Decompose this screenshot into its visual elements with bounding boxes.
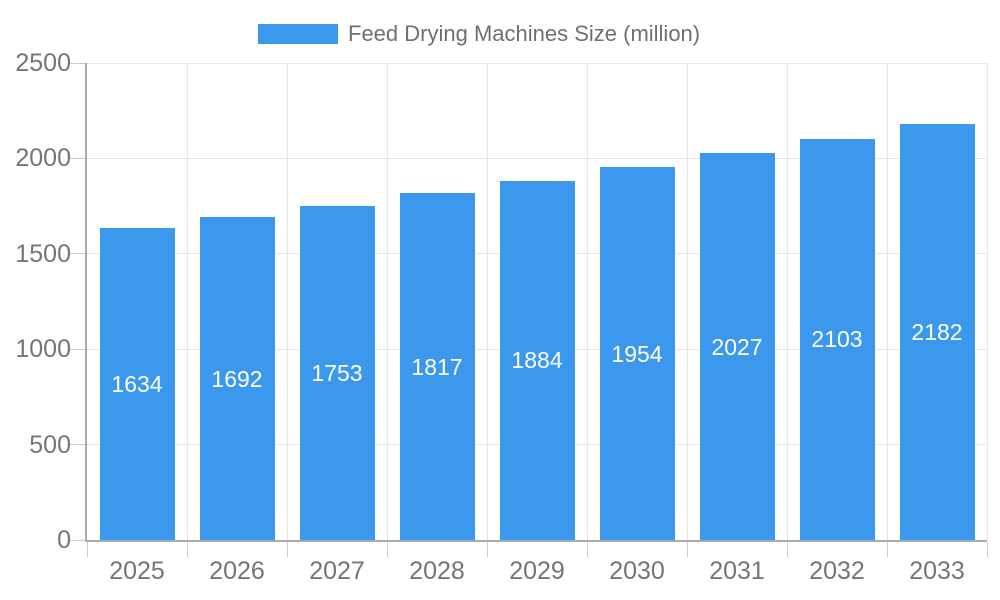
bar-value-label: 1753 — [311, 359, 363, 386]
bar-value-label: 1884 — [511, 347, 563, 374]
y-axis-label: 2500 — [15, 49, 71, 77]
bar[interactable]: 1634 — [99, 228, 175, 540]
x-axis-tick — [486, 542, 488, 557]
bar-value-label: 2103 — [811, 326, 863, 353]
x-axis-tick — [686, 542, 688, 557]
x-gridline — [686, 63, 688, 540]
x-axis-label: 2031 — [709, 557, 765, 585]
bar-value-label: 2182 — [911, 318, 963, 345]
bar-value-label: 2027 — [711, 333, 763, 360]
x-axis-tick — [386, 542, 388, 557]
y-axis-label: 500 — [29, 430, 71, 459]
bar[interactable]: 1753 — [299, 205, 375, 540]
y-axis-label: 2000 — [15, 144, 71, 173]
bar-value-label: 1692 — [211, 365, 263, 392]
x-axis-tick — [186, 542, 188, 557]
bar[interactable]: 1692 — [199, 217, 275, 540]
x-axis-tick — [786, 542, 788, 557]
x-gridline — [486, 63, 488, 540]
y-gridline — [87, 62, 987, 64]
x-axis-label: 2028 — [409, 557, 465, 585]
x-gridline — [786, 63, 788, 540]
x-gridline — [286, 63, 288, 540]
y-axis-tick — [69, 348, 85, 350]
y-axis-label: 1000 — [15, 335, 71, 364]
x-gridline — [586, 63, 588, 540]
bar[interactable]: 1817 — [399, 193, 475, 540]
y-axis-line — [85, 63, 87, 540]
x-axis-label: 2025 — [109, 557, 165, 585]
x-gridline — [986, 63, 988, 540]
y-axis-label: 0 — [57, 526, 71, 554]
plot-area: 0 500 1000 1500 2000 2500 1634 2025 1692 2026 1753… — [15, 50, 988, 584]
bar[interactable]: 1954 — [599, 167, 675, 540]
x-axis-tick — [286, 542, 288, 557]
x-axis-line — [85, 540, 987, 542]
y-axis-tick — [69, 444, 85, 446]
x-axis-tick — [86, 542, 88, 557]
legend-label: Feed Drying Machines Size (million) — [348, 21, 701, 46]
y-axis-label: 1500 — [15, 239, 71, 268]
x-axis-label: 2029 — [509, 557, 565, 585]
x-axis-tick — [586, 542, 588, 557]
bar[interactable]: 2103 — [799, 138, 875, 540]
bar-value-label: 1634 — [111, 371, 163, 398]
bar[interactable]: 1884 — [499, 180, 575, 540]
legend-swatch — [258, 24, 338, 44]
bar[interactable]: 2027 — [699, 153, 775, 540]
x-axis-label: 2027 — [309, 557, 365, 585]
x-axis-label: 2026 — [209, 557, 265, 585]
x-axis-label: 2030 — [609, 557, 665, 585]
bar[interactable]: 2182 — [899, 123, 975, 540]
x-gridline — [886, 63, 888, 540]
y-axis-tick — [69, 253, 85, 255]
bar-value-label: 1817 — [411, 353, 463, 380]
x-gridline — [186, 63, 188, 540]
x-axis-tick — [986, 542, 988, 557]
y-axis-tick — [69, 539, 85, 541]
y-gridline — [87, 157, 987, 159]
x-gridline — [386, 63, 388, 540]
bar-value-label: 1954 — [611, 340, 663, 367]
y-axis-tick — [69, 157, 85, 159]
y-axis-tick — [69, 62, 85, 64]
x-axis-tick — [886, 542, 888, 557]
legend[interactable]: Feed Drying Machines Size (million) — [258, 21, 701, 46]
x-axis-label: 2032 — [809, 557, 865, 585]
x-axis-label: 2033 — [909, 557, 965, 585]
